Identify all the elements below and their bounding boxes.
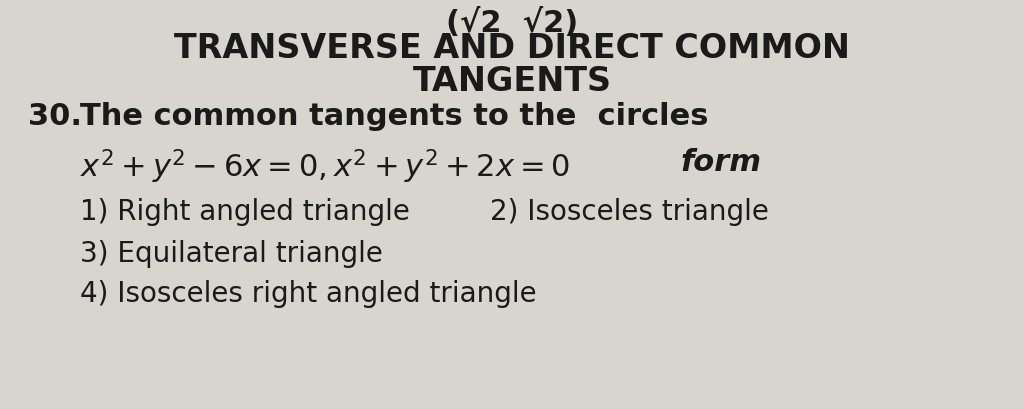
Text: TANGENTS: TANGENTS bbox=[413, 65, 611, 98]
Text: 1) Right angled triangle: 1) Right angled triangle bbox=[80, 198, 410, 226]
Text: $x^2+y^2-6x=0, x^2+y^2+2x=0$: $x^2+y^2-6x=0, x^2+y^2+2x=0$ bbox=[80, 148, 570, 187]
Text: 2) Isosceles triangle: 2) Isosceles triangle bbox=[490, 198, 769, 226]
Text: 30.: 30. bbox=[28, 102, 82, 131]
Text: (√2  √2): (√2 √2) bbox=[445, 8, 579, 38]
Text: 4) Isosceles right angled triangle: 4) Isosceles right angled triangle bbox=[80, 280, 537, 308]
Text: TRANSVERSE AND DIRECT COMMON: TRANSVERSE AND DIRECT COMMON bbox=[174, 32, 850, 65]
Text: form: form bbox=[680, 148, 761, 177]
Text: The common tangents to the  circles: The common tangents to the circles bbox=[80, 102, 709, 131]
Text: 3) Equilateral triangle: 3) Equilateral triangle bbox=[80, 240, 383, 268]
